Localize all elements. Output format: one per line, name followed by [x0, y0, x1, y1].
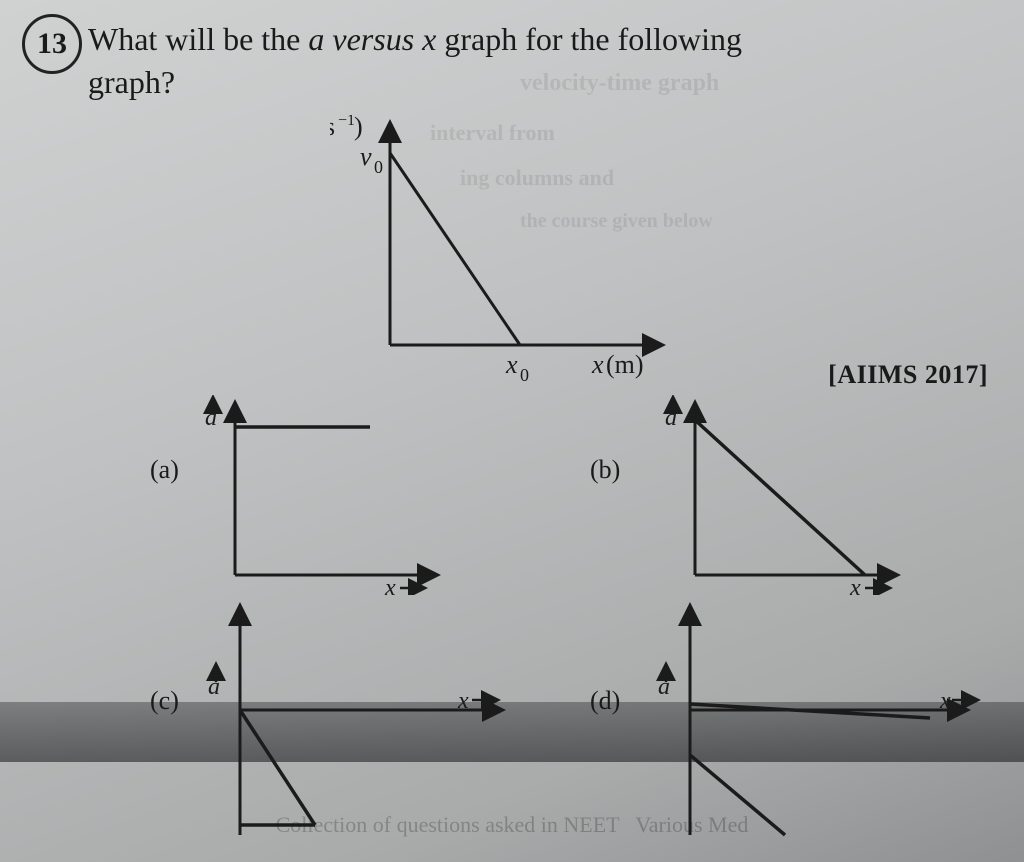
option-a-graph: a x	[195, 395, 455, 595]
svg-text:x: x	[457, 688, 469, 714]
svg-text:x: x	[505, 350, 518, 379]
svg-text:): )	[354, 115, 363, 141]
q-text-line2: graph?	[88, 64, 175, 100]
q-text-post: graph for the following	[436, 21, 742, 57]
q-text-a: a	[308, 21, 324, 57]
option-d-graph: a x	[650, 600, 990, 840]
svg-text:0: 0	[374, 157, 383, 177]
svg-text:a: a	[208, 674, 220, 700]
question-text: What will be the a versus x graph for th…	[88, 18, 968, 104]
svg-text:a: a	[665, 405, 677, 431]
svg-text:0: 0	[520, 365, 529, 385]
option-d-label: (d)	[590, 686, 620, 716]
main-graph: v (ms −1 ) v 0 x 0 x (m)	[330, 115, 690, 385]
option-c-label: (c)	[150, 686, 179, 716]
source-tag: [AIIMS 2017]	[828, 360, 988, 390]
q-text-pre: What will be the	[88, 21, 308, 57]
option-c-graph: a x	[200, 600, 520, 840]
svg-text:(ms: (ms	[330, 115, 335, 141]
q-text-x: x	[422, 21, 436, 57]
svg-text:x: x	[939, 688, 951, 714]
option-a-label: (a)	[150, 455, 179, 485]
option-b-label: (b)	[590, 455, 620, 485]
svg-text:(m): (m)	[606, 350, 644, 379]
question-number-circle: 13	[22, 14, 82, 74]
svg-text:x: x	[591, 350, 604, 379]
q-text-mid: versus	[324, 21, 422, 57]
svg-text:a: a	[658, 674, 670, 700]
option-b-graph: a x	[655, 395, 915, 595]
page-scan: { "question": { "number": "13", "line1_p…	[0, 0, 1024, 862]
svg-text:v: v	[360, 142, 372, 171]
ghost-text-bottom: Collection of questions asked in NEET Va…	[0, 812, 1024, 838]
question-number: 13	[37, 27, 67, 61]
svg-text:x: x	[849, 575, 861, 595]
svg-text:−1: −1	[338, 115, 355, 129]
svg-text:a: a	[205, 405, 217, 431]
svg-text:x: x	[384, 575, 396, 595]
